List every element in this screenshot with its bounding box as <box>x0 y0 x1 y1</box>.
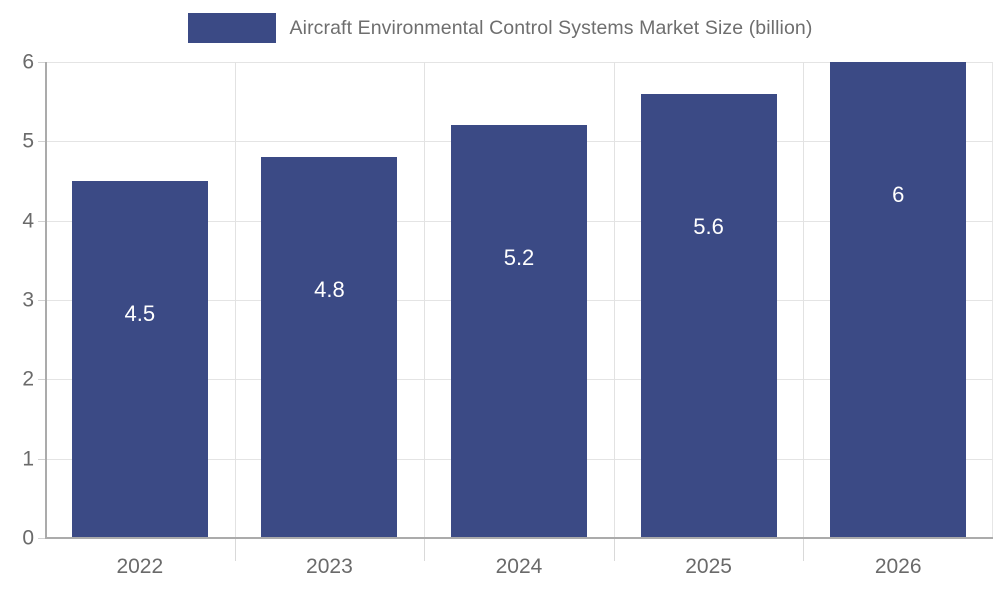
x-axis-line <box>45 537 993 539</box>
bar-value-label: 4.8 <box>314 277 345 303</box>
x-axis-tick-label: 2023 <box>306 555 353 578</box>
gridline-vertical <box>234 62 236 538</box>
x-axis-tick <box>613 539 615 561</box>
bar-value-label: 4.5 <box>124 301 156 326</box>
x-axis-tick <box>234 539 236 561</box>
bar[interactable] <box>640 93 777 538</box>
bar[interactable] <box>261 157 398 538</box>
bar-value-label: 5.2 <box>503 245 535 271</box>
y-axis-tick <box>38 538 45 539</box>
legend-item-label: Aircraft Environmental Control Systems M… <box>289 16 813 39</box>
x-axis-tick-label: 2025 <box>685 555 732 578</box>
y-axis-tick-label: 2 <box>22 367 34 391</box>
gridline-horizontal <box>45 62 993 63</box>
bar[interactable] <box>71 181 208 538</box>
x-axis-tick <box>803 539 805 561</box>
y-axis-tick <box>38 141 45 143</box>
x-axis-tick-label: 2024 <box>495 555 543 578</box>
y-axis-tick <box>38 62 45 63</box>
gridline-vertical <box>424 62 426 538</box>
bar-value-label: 6 <box>892 182 905 207</box>
gridline-vertical <box>803 62 805 538</box>
chart-legend: Aircraft Environmental Control Systems M… <box>0 0 1000 56</box>
y-axis-tick-label: 6 <box>22 50 34 74</box>
legend-swatch-icon <box>187 13 276 43</box>
x-axis-tick-label: 2026 <box>874 555 922 578</box>
y-axis-tick-label: 4 <box>22 209 34 233</box>
y-axis-line <box>45 62 47 539</box>
bar[interactable] <box>830 62 967 538</box>
y-axis-tick <box>38 220 45 222</box>
legend-item-market-size[interactable]: Aircraft Environmental Control Systems M… <box>187 13 813 43</box>
bar[interactable] <box>451 125 587 538</box>
y-axis-tick <box>38 379 45 381</box>
y-axis-tick <box>38 458 45 460</box>
gridline-vertical <box>613 62 615 538</box>
y-axis-tick-label: 5 <box>22 129 34 153</box>
y-axis-tick <box>38 300 45 301</box>
x-axis-tick <box>424 539 426 561</box>
y-axis-tick-label: 0 <box>22 526 34 550</box>
x-axis-tick-label: 2022 <box>116 555 164 578</box>
y-axis-tick-label: 1 <box>22 447 34 471</box>
bar-value-label: 5.6 <box>693 213 724 239</box>
y-axis-tick-label: 3 <box>22 288 34 312</box>
